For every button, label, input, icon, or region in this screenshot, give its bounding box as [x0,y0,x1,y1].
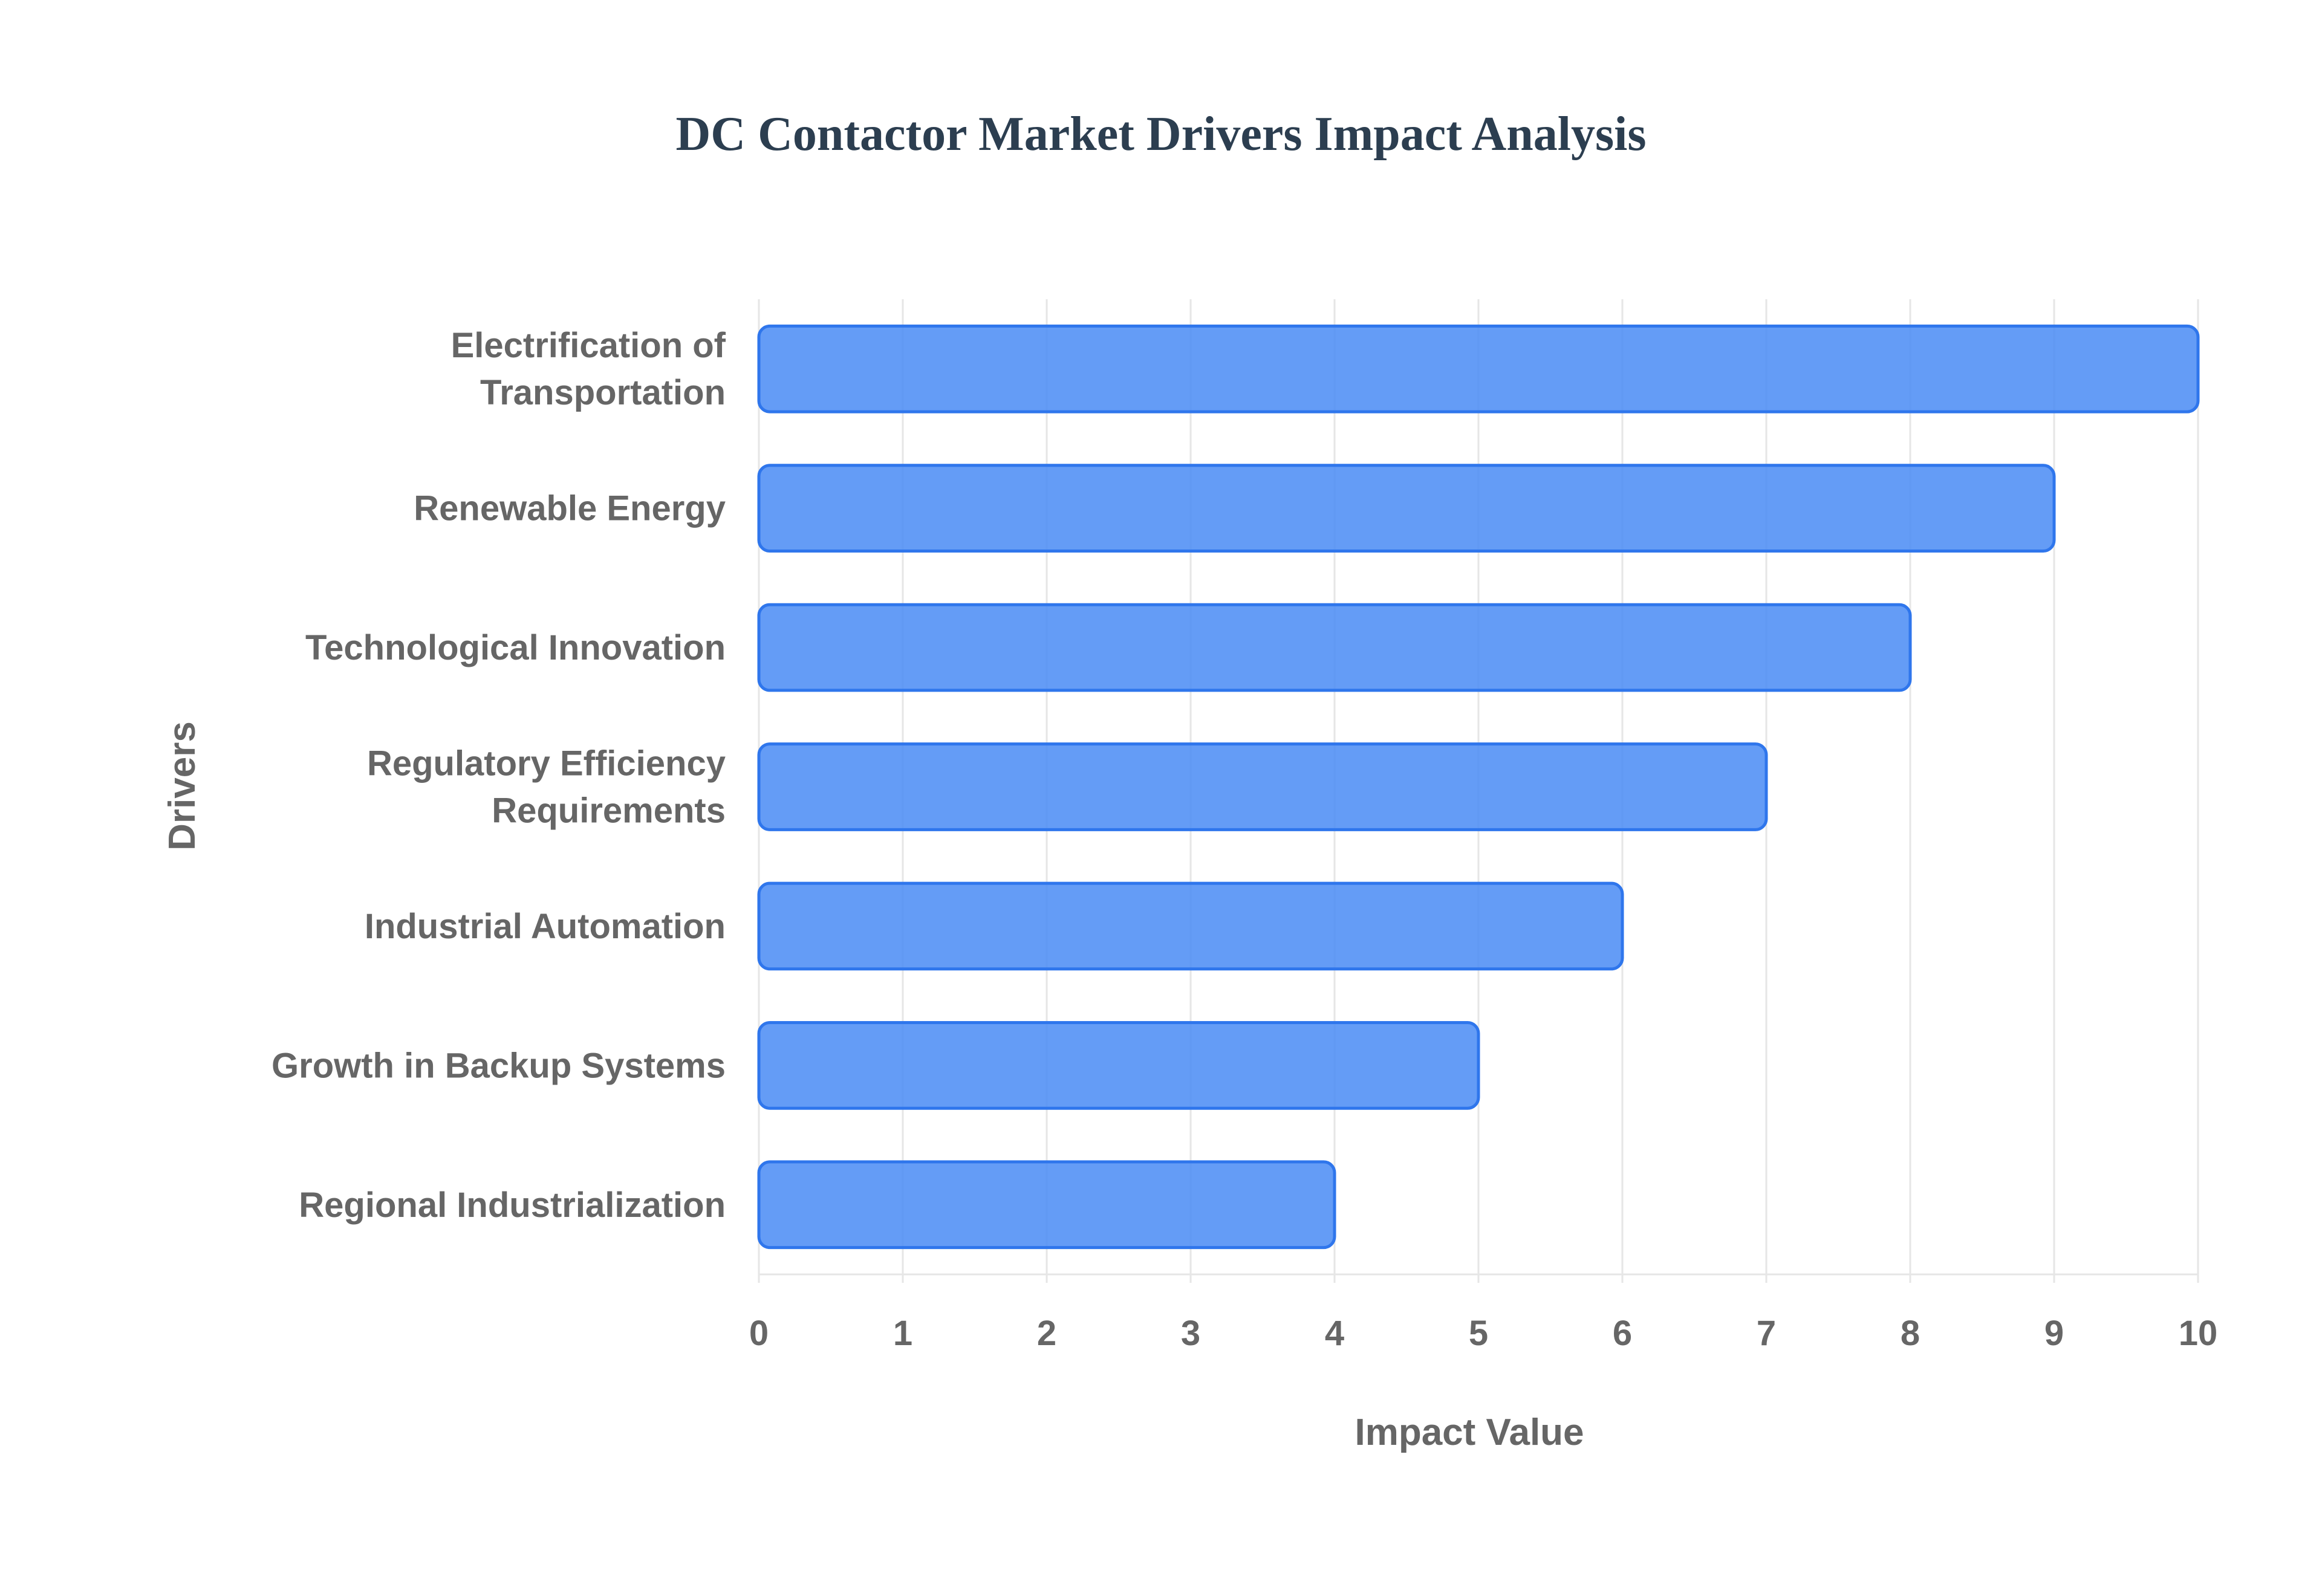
category-label-line: Regulatory Efficiency [367,744,726,783]
category-label-line: Electrification of [451,326,726,365]
category-label: Technological Innovation [305,628,726,667]
x-tick-label: 7 [1757,1314,1776,1353]
x-tick-label: 10 [2179,1314,2218,1353]
x-tick-label: 1 [893,1314,912,1353]
bar [757,1021,1480,1110]
x-axis-title: Impact Value [1354,1412,1584,1453]
category-label-line: Technological Innovation [305,628,726,667]
chart-title: DC Contactor Market Drivers Impact Analy… [676,108,1647,161]
x-tick-label: 2 [1037,1314,1056,1353]
x-tick-label: 3 [1181,1314,1200,1353]
bar [757,324,2200,414]
x-tick-label: 4 [1325,1314,1344,1353]
category-label: Renewable Energy [414,489,726,528]
category-label: Electrification of Transportation [451,326,726,412]
category-label-line: Renewable Energy [414,489,726,528]
bar [757,881,1624,971]
y-axis-title: Drivers [161,721,203,851]
bar [757,742,1768,831]
x-tick-label: 8 [1901,1314,1920,1353]
category-label: Regional Industrialization [299,1186,726,1225]
category-label: Growth in Backup Systems [272,1046,726,1085]
x-tick-label: 5 [1469,1314,1488,1353]
bar [757,603,1912,692]
category-labels: Electrification of Transportation Renewabl… [272,326,726,1225]
category-label-line: Growth in Backup Systems [272,1046,726,1085]
bars [757,324,2200,1250]
x-tick-label: 6 [1613,1314,1632,1353]
category-label-line: Industrial Automation [365,907,726,946]
category-label-line: Transportation [480,373,726,412]
category-label: Industrial Automation [365,907,726,946]
category-label-line: Regional Industrialization [299,1186,726,1225]
bar [757,464,2056,553]
category-label-line: Requirements [492,791,726,831]
x-tick-label: 9 [2044,1314,2064,1353]
category-label: Regulatory Efficiency Requirements [367,744,726,831]
bar [757,1160,1336,1250]
x-tick-labels: 0 1 2 3 4 5 6 7 8 9 10 [749,1314,2217,1353]
x-tick-label: 0 [749,1314,769,1353]
